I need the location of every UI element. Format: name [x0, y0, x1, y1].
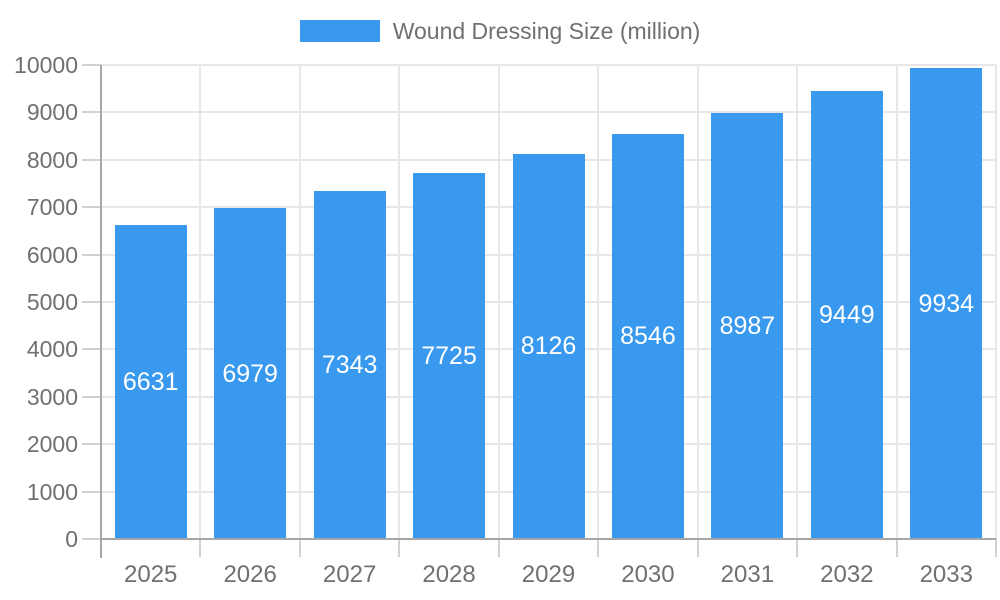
legend-swatch — [299, 20, 380, 42]
bar-value-label: 8987 — [719, 312, 776, 341]
bar[interactable]: 8126 — [512, 153, 585, 539]
y-tick-label: 9000 — [26, 99, 78, 126]
y-tick-label: 5000 — [26, 289, 78, 315]
x-tick-label: 2026 — [223, 561, 277, 588]
x-tick-label: 2028 — [422, 561, 476, 588]
bar[interactable]: 7343 — [313, 190, 386, 539]
x-gridline — [597, 65, 600, 539]
y-tick-label: 0 — [65, 526, 78, 552]
y-tick — [82, 301, 101, 303]
bar[interactable]: 9934 — [910, 68, 983, 539]
bar[interactable]: 9449 — [810, 91, 883, 539]
x-gridline — [298, 65, 301, 539]
bar-value-label: 8546 — [620, 322, 676, 351]
bar-value-label: 6631 — [122, 367, 179, 396]
x-tick — [796, 538, 799, 557]
y-tick-label: 10000 — [14, 52, 78, 78]
y-tick-label: 6000 — [26, 241, 78, 268]
bar-value-label: 7343 — [321, 350, 378, 379]
x-gridline — [995, 65, 997, 539]
legend-label: Wound Dressing Size (million) — [392, 18, 701, 44]
x-tick — [995, 538, 997, 557]
y-tick — [82, 348, 101, 351]
x-tick-label: 2029 — [521, 561, 576, 588]
y-tick-label: 7000 — [26, 194, 78, 221]
y-tick — [82, 253, 101, 256]
bar-value-label: 9449 — [819, 301, 875, 330]
y-tick — [82, 64, 101, 66]
y-tick — [82, 538, 101, 540]
legend[interactable]: Wound Dressing Size (million) — [0, 19, 1000, 43]
x-tick — [895, 538, 898, 557]
bar[interactable]: 6979 — [214, 208, 287, 539]
bar[interactable]: 8546 — [611, 133, 684, 539]
x-tick — [199, 538, 202, 557]
bar-value-label: 9934 — [918, 289, 975, 318]
x-gridline — [696, 65, 699, 539]
y-gridline — [101, 64, 996, 66]
x-tick-label: 2033 — [919, 561, 973, 588]
y-tick-label: 8000 — [26, 146, 78, 173]
y-tick — [82, 395, 101, 398]
x-gridline — [796, 65, 799, 539]
x-tick — [298, 538, 301, 557]
x-tick-label: 2027 — [322, 561, 377, 588]
x-tick — [696, 538, 699, 557]
y-axis-line — [100, 65, 102, 558]
bar-value-label: 8126 — [520, 332, 577, 361]
x-tick-label: 2032 — [820, 561, 874, 588]
y-gridline — [101, 111, 996, 114]
y-tick-label: 3000 — [26, 383, 78, 410]
y-tick — [82, 158, 101, 161]
y-tick-label: 1000 — [26, 478, 78, 505]
x-gridline — [199, 65, 202, 539]
bar[interactable]: 6631 — [114, 224, 187, 539]
y-tick-label: 4000 — [26, 336, 78, 363]
y-tick — [82, 490, 101, 493]
x-tick-label: 2030 — [621, 561, 675, 588]
x-axis-line — [101, 538, 996, 540]
x-tick-label: 2031 — [720, 561, 775, 588]
x-tick — [497, 538, 500, 557]
bar[interactable]: 8987 — [711, 113, 784, 539]
plot-area: 6631 6979 7343 7725 8126 8546 8987 9449 9934 — [101, 64, 997, 539]
bar-value-label: 6979 — [222, 359, 278, 388]
x-tick — [398, 538, 401, 557]
y-tick — [82, 111, 101, 114]
x-tick — [597, 538, 600, 557]
x-tick-label: 2025 — [124, 561, 178, 588]
x-gridline — [895, 65, 898, 539]
x-gridline — [398, 65, 401, 539]
bar-value-label: 7725 — [421, 341, 477, 370]
y-tick — [82, 206, 101, 209]
bar[interactable]: 7725 — [413, 172, 486, 539]
y-tick-label: 2000 — [26, 431, 78, 458]
x-gridline — [497, 65, 500, 539]
y-tick — [82, 443, 101, 446]
